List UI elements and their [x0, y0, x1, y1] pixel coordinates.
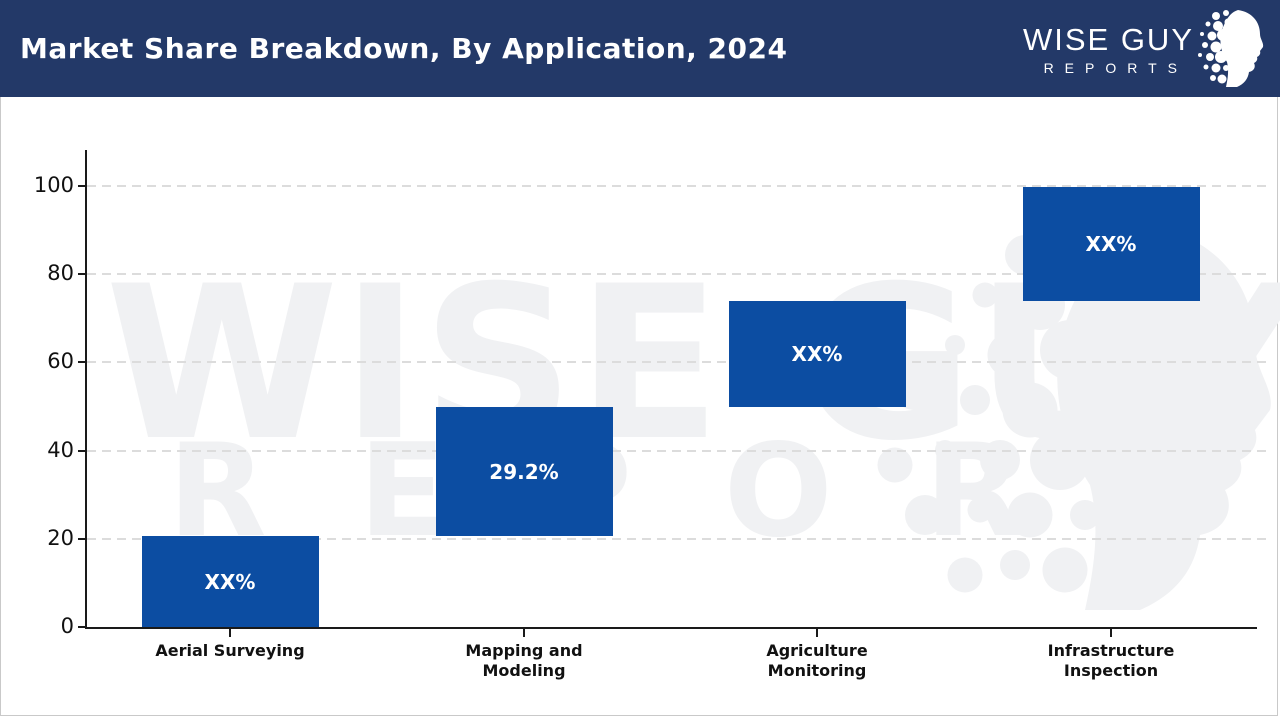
x-axis-label-line: Infrastructure: [1047, 641, 1175, 660]
y-tick: [78, 449, 86, 452]
bar-value-label: 29.2%: [489, 459, 559, 484]
y-tick-label: 100: [33, 173, 74, 197]
y-tick-label: 60: [47, 349, 74, 374]
logo-wordmark-line2: REPORTS: [1043, 60, 1188, 76]
x-axis-label: Infrastructure Inspection: [991, 641, 1231, 681]
header-bar: Market Share Breakdown, By Application, …: [0, 0, 1280, 97]
y-tick: [78, 537, 86, 540]
y-tick: [78, 273, 86, 276]
gridline: [87, 449, 1270, 452]
x-tick: [1110, 629, 1112, 637]
logo-wordmark: WISE GUY REPORTS: [1023, 22, 1194, 76]
x-tick: [816, 629, 818, 637]
x-axis-label: Mapping and Modeling: [404, 641, 644, 681]
logo-wordmark-line1: WISE GUY: [1022, 22, 1194, 57]
gridline: [87, 185, 1270, 187]
x-tick: [229, 629, 231, 637]
bar-value-label: XX%: [1085, 231, 1137, 256]
x-axis-label-line: Monitoring: [767, 661, 867, 680]
x-axis-label-line: Agriculture: [766, 641, 868, 660]
logo-head-icon: [1198, 10, 1264, 87]
y-tick-label: 80: [47, 261, 74, 286]
x-axis-label: Aerial Surveying: [110, 641, 350, 661]
gridline: [87, 361, 1270, 364]
bar-value-label: XX%: [204, 569, 256, 594]
x-axis-label-line: Aerial Surveying: [155, 641, 305, 660]
x-tick: [523, 629, 525, 637]
x-axis-label-line: Mapping and: [465, 641, 583, 660]
x-axis-line: [85, 627, 1257, 629]
x-axis-label-line: Modeling: [482, 661, 566, 680]
logo: WISE GUY REPORTS: [1023, 8, 1266, 90]
y-tick-label: 20: [47, 525, 74, 550]
gridline: [87, 273, 1270, 276]
y-tick: [78, 185, 86, 187]
bar-segment: XX%: [141, 536, 319, 627]
y-tick: [78, 626, 86, 628]
bar-segment: 29.2%: [435, 407, 613, 537]
x-axis-label-line: Inspection: [1063, 661, 1159, 680]
x-axis-label: Agriculture Monitoring: [697, 641, 937, 681]
y-tick: [78, 361, 86, 364]
bar-segment: XX%: [1022, 186, 1200, 301]
y-tick-label: 40: [47, 437, 74, 462]
gridline: [87, 537, 1270, 540]
chart-title: Market Share Breakdown, By Application, …: [20, 32, 788, 65]
y-tick-label: 0: [60, 614, 74, 638]
bar-segment: XX%: [728, 300, 906, 408]
bar-value-label: XX%: [791, 342, 843, 367]
y-axis-line: [85, 150, 87, 628]
